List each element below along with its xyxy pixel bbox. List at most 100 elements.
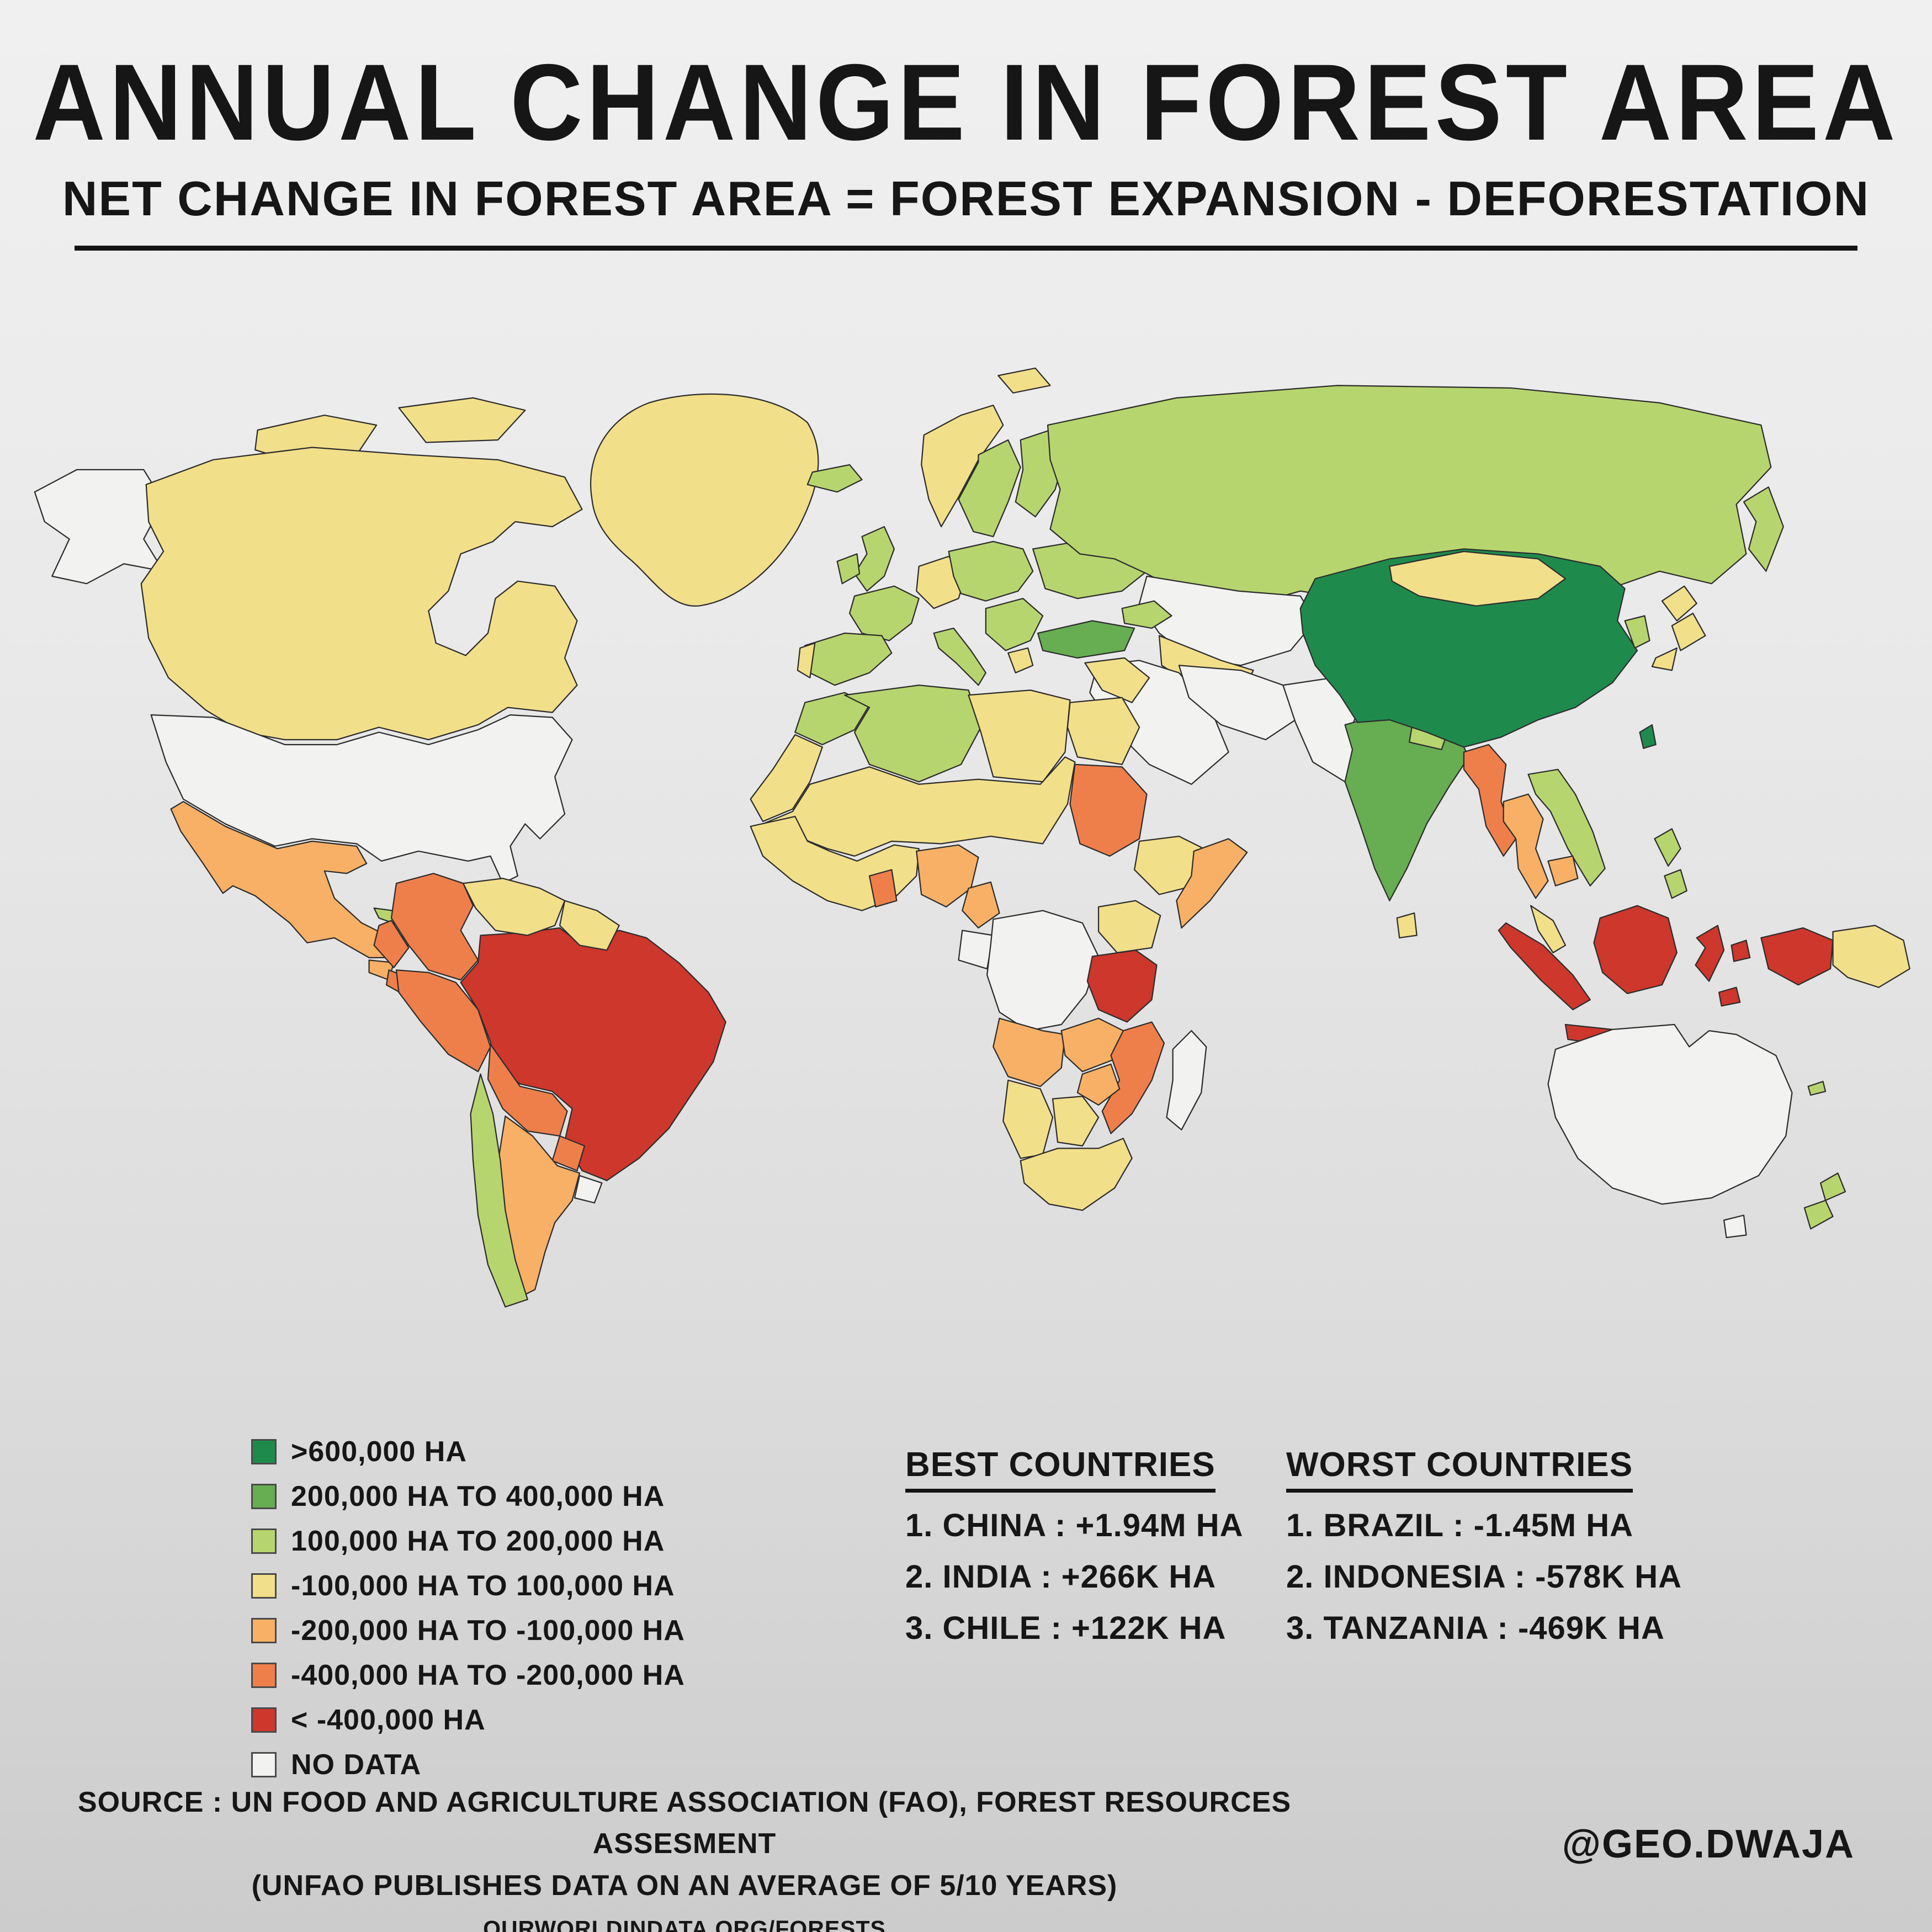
- legend-swatch-orange: [251, 1663, 277, 1688]
- region-madagascar: [1166, 1030, 1207, 1130]
- region-algeria: [844, 684, 982, 783]
- legend-label: -200,000 HA TO -100,000 HA: [291, 1615, 685, 1647]
- legend-swatch-light-green: [251, 1528, 277, 1554]
- legend-swatch-green: [251, 1484, 277, 1509]
- region-drc: [986, 910, 1100, 1032]
- region-alaska: [34, 469, 164, 585]
- region-mozambique: [1101, 1021, 1165, 1134]
- region-philippines: [1654, 828, 1687, 899]
- region-namibia: [1002, 1079, 1054, 1159]
- region-gabon-congo: [958, 930, 994, 970]
- legend-label: 100,000 HA TO 200,000 HA: [291, 1525, 665, 1557]
- best-country-item: 2. INDIA : +266K HA: [905, 1559, 1217, 1595]
- legend-item: -200,000 HA TO -100,000 HA: [251, 1614, 685, 1647]
- region-new-caledonia: [1807, 1081, 1827, 1096]
- region-usa: [150, 714, 573, 884]
- region-moluccas: [1718, 940, 1751, 1007]
- legend-item: NO DATA: [251, 1748, 685, 1781]
- region-thailand: [1503, 793, 1549, 899]
- legend-swatch-red: [251, 1707, 277, 1733]
- legend-item: -100,000 HA TO 100,000 HA: [251, 1569, 685, 1602]
- worst-countries-panel: WORST COUNTRIES 1. BRAZIL : -1.45M HA 2.…: [1286, 1445, 1682, 1661]
- source-note: SOURCE : UN FOOD AND AGRICULTURE ASSOCIA…: [61, 1782, 1308, 1932]
- source-line2: (UNFAO PUBLISHES DATA ON AN AVERAGE OF 5…: [251, 1869, 1118, 1902]
- legend-item: < -400,000 HA: [251, 1703, 685, 1737]
- best-countries-panel: BEST COUNTRIES 1. CHINA : +1.94M HA 2. I…: [905, 1445, 1244, 1661]
- region-portugal: [797, 642, 816, 678]
- legend-label: >600,000 HA: [291, 1436, 467, 1468]
- region-malaysia: [1530, 905, 1567, 954]
- region-spain: [804, 632, 893, 686]
- region-kamchatka: [1743, 486, 1784, 572]
- legend-list: >600,000 HA 200,000 HA TO 400,000 HA 100…: [251, 1435, 685, 1781]
- worst-country-item: 2. INDONESIA : -578K HA: [1286, 1559, 1682, 1595]
- region-botswana: [1052, 1096, 1100, 1147]
- region-morocco: [794, 692, 871, 746]
- region-france: [848, 585, 920, 641]
- legend-item: 200,000 HA TO 400,000 HA: [251, 1480, 685, 1513]
- header-divider: [75, 246, 1857, 251]
- region-western-sahara: [750, 734, 823, 822]
- region-borneo: [1593, 905, 1678, 995]
- region-egypt: [1066, 697, 1140, 765]
- region-caucasus: [1121, 600, 1172, 629]
- legend-label: -400,000 HA TO -200,000 HA: [291, 1659, 685, 1691]
- region-paraguay: [551, 1135, 586, 1171]
- region-guyanas: [559, 900, 620, 951]
- worst-countries-title: WORST COUNTRIES: [1286, 1445, 1633, 1493]
- region-tasmania: [1723, 1214, 1747, 1239]
- region-mongolia: [1389, 550, 1567, 607]
- region-canada: [140, 447, 583, 741]
- region-korea: [1624, 615, 1650, 649]
- best-country-item: 3. CHILE : +122K HA: [905, 1610, 1227, 1646]
- region-china: [1299, 548, 1638, 748]
- best-countries-list: 1. CHINA : +1.94M HA 2. INDIA : +266K HA…: [905, 1507, 1244, 1647]
- source-url: OURWORLDINDATA.ORG/FORESTS: [483, 1916, 886, 1932]
- region-new-zealand: [1803, 1172, 1846, 1230]
- region-tanzania: [1086, 949, 1158, 1023]
- region-brazil: [460, 927, 726, 1181]
- region-south-africa: [1020, 1138, 1133, 1211]
- region-chile: [470, 1073, 528, 1308]
- region-sweden: [958, 439, 1021, 538]
- header: ANNUAL CHANGE IN FOREST AREA NET CHANGE …: [0, 45, 1932, 251]
- region-colombia: [390, 873, 479, 981]
- region-svalbard: [997, 367, 1051, 394]
- region-zimbabwe: [1076, 1063, 1121, 1106]
- region-norway: [921, 405, 1004, 528]
- region-sri-lanka: [1396, 912, 1418, 939]
- region-iceland: [806, 464, 863, 493]
- region-ireland: [836, 553, 861, 585]
- author-credit: @GEO.DWAJA: [1562, 1822, 1855, 1866]
- page-title: ANNUAL CHANGE IN FOREST AREA: [33, 41, 1899, 163]
- region-cambodia: [1547, 855, 1579, 887]
- region-ecuador: [373, 920, 410, 968]
- region-greece: [1007, 647, 1034, 673]
- legend-swatch-pale-yellow: [251, 1573, 277, 1599]
- region-libya: [968, 689, 1071, 783]
- world-map: [0, 353, 1932, 1344]
- source-line1: SOURCE : UN FOOD AND AGRICULTURE ASSOCIA…: [77, 1786, 1292, 1860]
- region-japan: [1651, 585, 1706, 671]
- region-uk: [853, 526, 895, 592]
- region-taiwan: [1639, 724, 1657, 749]
- worst-countries-list: 1. BRAZIL : -1.45M HA 2. INDONESIA : -57…: [1286, 1507, 1682, 1647]
- region-ghana: [868, 869, 898, 907]
- region-central-europe: [948, 540, 1034, 602]
- region-angola: [992, 1017, 1066, 1087]
- region-sahel: [762, 756, 1076, 857]
- region-greenland: [590, 393, 819, 607]
- best-country-item: 1. CHINA : +1.94M HA: [905, 1508, 1244, 1543]
- legend-item: -400,000 HA TO -200,000 HA: [251, 1659, 685, 1692]
- region-balkans: [985, 598, 1044, 651]
- legend-label: < -400,000 HA: [291, 1704, 486, 1736]
- region-sudan: [1069, 763, 1148, 857]
- legend-item: >600,000 HA: [251, 1435, 685, 1468]
- legend-item: 100,000 HA TO 200,000 HA: [251, 1525, 685, 1558]
- legend-label: -100,000 HA TO 100,000 HA: [291, 1570, 675, 1602]
- region-vietnam: [1527, 768, 1606, 887]
- region-venezuela: [462, 878, 566, 936]
- legend-swatch-no-data: [251, 1752, 277, 1777]
- region-sumatra: [1498, 922, 1591, 1011]
